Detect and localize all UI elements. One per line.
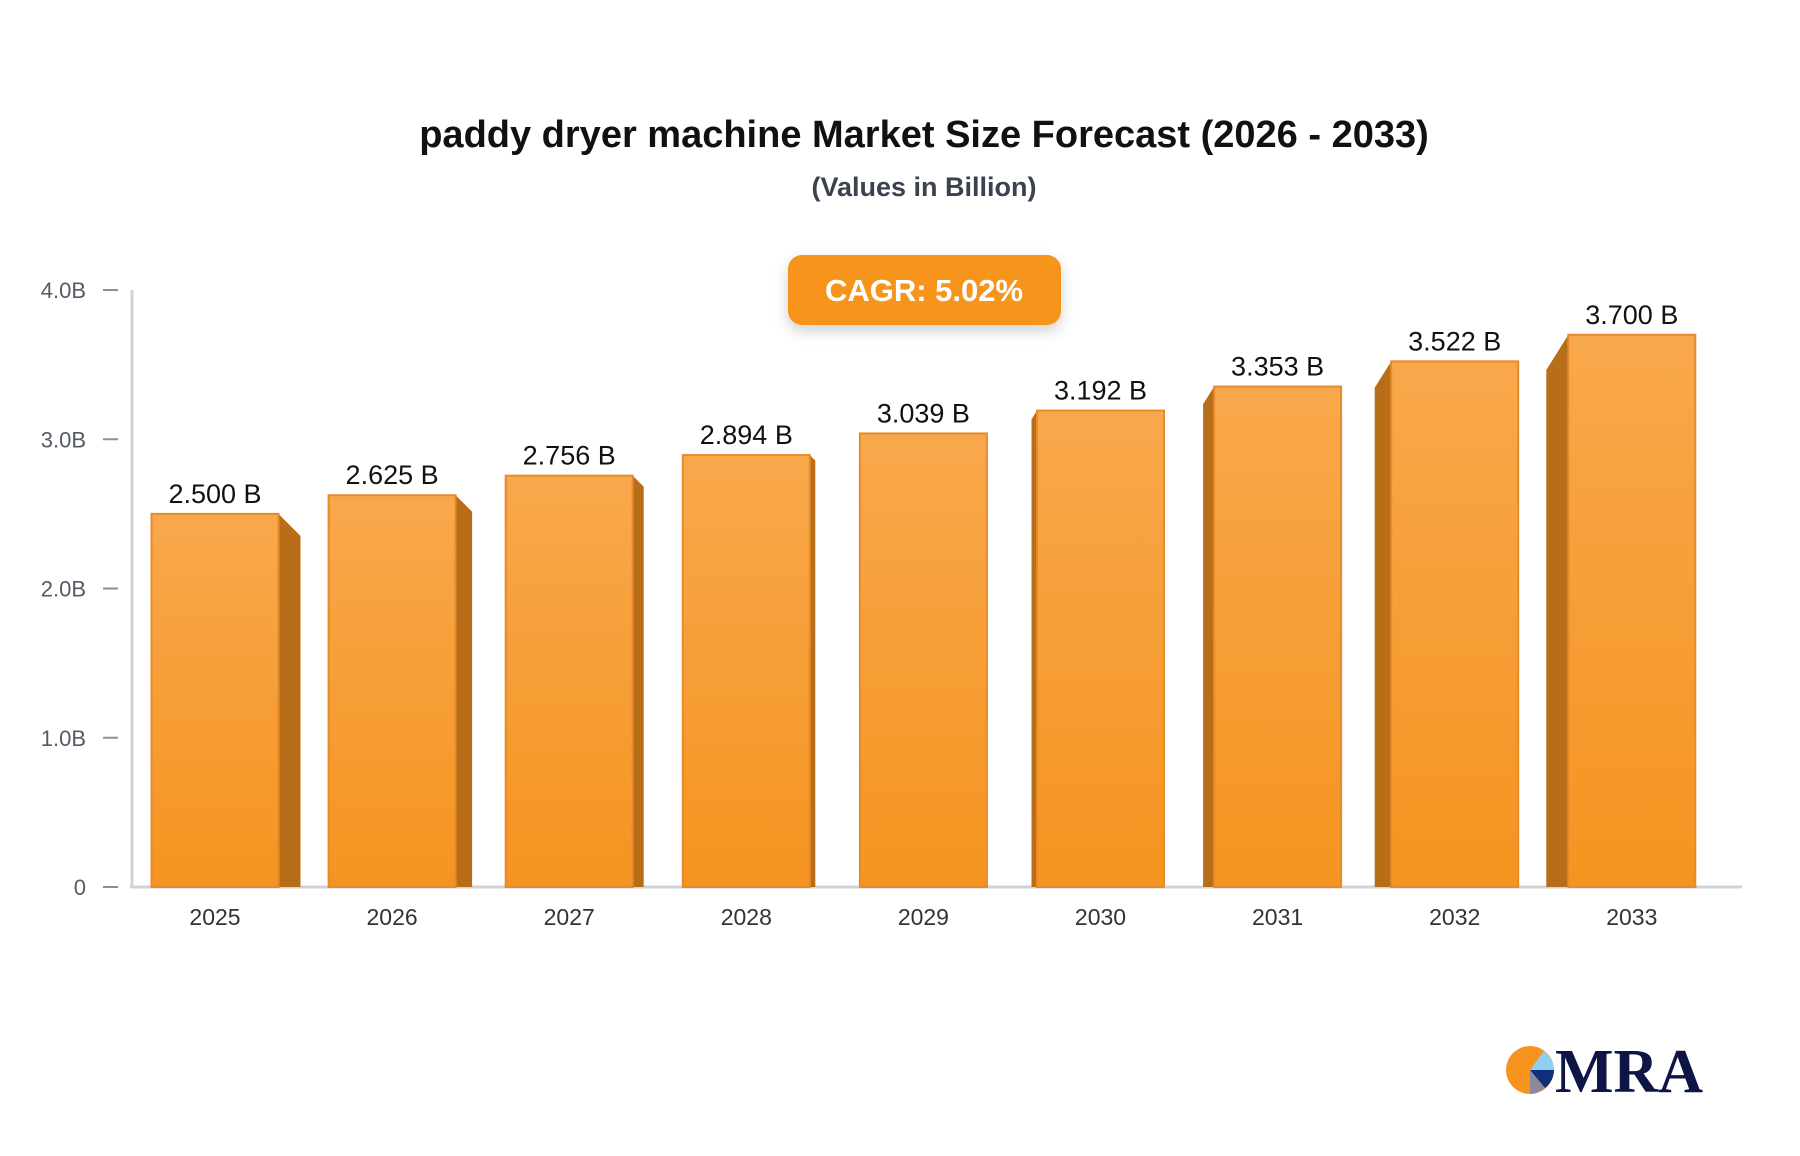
- chart-subtitle: (Values in Billion): [811, 172, 1036, 202]
- bar-front: [504, 474, 634, 888]
- bar-side: [1031, 410, 1037, 887]
- y-tick-label: 0: [74, 875, 86, 900]
- bar-front: [1390, 360, 1520, 888]
- data-label: 3.192 B: [1054, 376, 1147, 406]
- x-tick-label: 2029: [898, 904, 949, 930]
- x-tick-label: 2033: [1606, 904, 1657, 930]
- bar-front: [858, 432, 988, 888]
- x-tick-label: 2028: [721, 904, 772, 930]
- bar-2028: 2.894 B 2028: [681, 420, 816, 930]
- bar-side: [455, 495, 473, 887]
- data-label: 2.500 B: [168, 479, 261, 509]
- bar-2029: 3.039 B 2029: [858, 398, 988, 930]
- data-label: 2.756 B: [523, 441, 616, 471]
- bar-front: [1036, 409, 1165, 888]
- bar-side: [1203, 386, 1215, 887]
- y-tick-label: 1.0B: [41, 726, 86, 751]
- bar-2032: 3.522 B 2032: [1374, 326, 1520, 930]
- x-tick-label: 2027: [544, 904, 595, 930]
- chart-title: paddy dryer machine Market Size Forecast…: [419, 114, 1429, 156]
- data-label: 2.894 B: [700, 420, 793, 450]
- bar-2026: 2.625 B 2026: [327, 460, 473, 930]
- bar-2030: 3.192 B 2030: [1031, 376, 1165, 930]
- bar-2027: 2.756 B 2027: [504, 441, 644, 930]
- bar-side: [632, 475, 644, 887]
- bar-front: [150, 512, 280, 888]
- bar-front: [1567, 333, 1697, 888]
- cagr-label: CAGR: 5.02%: [825, 273, 1023, 308]
- bar-2025: 2.500 B 2025: [150, 479, 301, 930]
- bar-front: [327, 494, 457, 888]
- data-label: 3.522 B: [1408, 326, 1501, 356]
- logo-text: MRA: [1555, 1038, 1703, 1106]
- bar-side: [809, 455, 816, 887]
- bar-2031: 3.353 B 2031: [1203, 352, 1343, 930]
- bar-2033: 3.700 B 2033: [1546, 300, 1697, 930]
- cagr-badge: [788, 255, 1061, 325]
- x-tick-label: 2032: [1429, 904, 1480, 930]
- y-tick-label: 2.0B: [41, 577, 86, 602]
- bar-front: [681, 454, 811, 888]
- mra-logo: MRA: [1506, 1038, 1703, 1106]
- bar-front: [1213, 385, 1343, 888]
- bar-side: [278, 513, 301, 887]
- data-label: 3.039 B: [877, 398, 970, 428]
- y-tick-label: 4.0B: [41, 278, 86, 303]
- data-label: 3.700 B: [1585, 300, 1678, 330]
- x-tick-label: 2031: [1252, 904, 1303, 930]
- bar-side: [1374, 361, 1392, 887]
- bar-side: [1546, 334, 1569, 887]
- y-tick-label: 3.0B: [41, 427, 86, 452]
- x-tick-label: 2026: [367, 904, 418, 930]
- x-tick-label: 2030: [1075, 904, 1126, 930]
- data-label: 3.353 B: [1231, 352, 1324, 382]
- x-tick-label: 2025: [189, 904, 240, 930]
- data-label: 2.625 B: [346, 460, 439, 490]
